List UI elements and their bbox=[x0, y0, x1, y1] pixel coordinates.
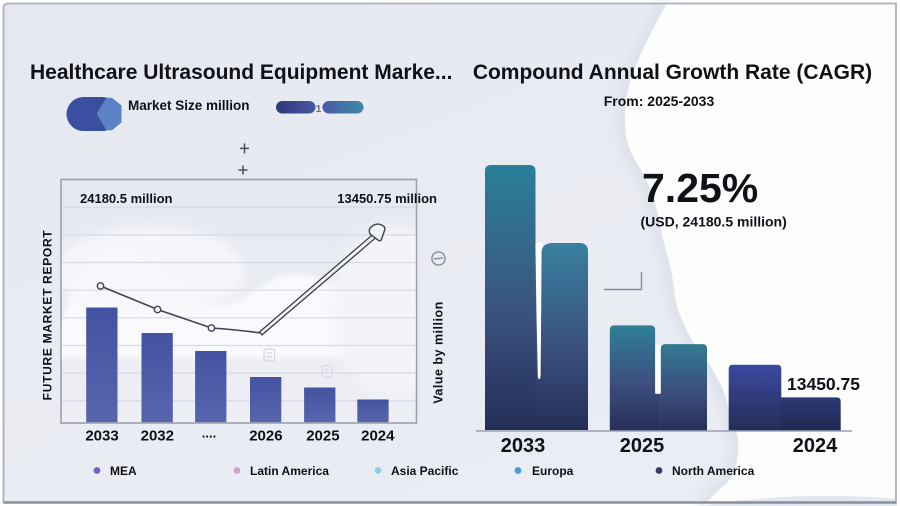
svg-text:....: .... bbox=[202, 426, 216, 441]
svg-text:FUTURE MARKET REPORT: FUTURE MARKET REPORT bbox=[41, 230, 55, 401]
svg-text:2024: 2024 bbox=[793, 435, 838, 457]
svg-text:13450.75 million: 13450.75 million bbox=[337, 191, 437, 206]
svg-text:Value by million: Value by million bbox=[432, 301, 446, 403]
svg-text:2032: 2032 bbox=[141, 428, 174, 445]
svg-text:MEA: MEA bbox=[110, 464, 137, 478]
svg-text:Asia Pacific: Asia Pacific bbox=[391, 464, 459, 478]
svg-text:Healthcare Ultrasound Equipmen: Healthcare Ultrasound Equipment Marke... bbox=[30, 61, 452, 84]
svg-text:24180.5 million: 24180.5 million bbox=[80, 191, 173, 206]
svg-text:(USD, 24180.5 million): (USD, 24180.5 million) bbox=[641, 214, 787, 230]
svg-text:13450.75: 13450.75 bbox=[787, 374, 860, 394]
svg-text:Europa: Europa bbox=[532, 464, 574, 478]
svg-text:North America: North America bbox=[672, 464, 755, 478]
svg-text:Compound Annual Growth Rate (C: Compound Annual Growth Rate (CAGR) bbox=[473, 61, 872, 84]
svg-text:2025: 2025 bbox=[306, 428, 339, 445]
svg-text:2026: 2026 bbox=[249, 428, 282, 445]
svg-text:7.25%: 7.25% bbox=[642, 165, 758, 211]
svg-text:From: 2025-2033: From: 2025-2033 bbox=[604, 93, 715, 109]
svg-text:2024: 2024 bbox=[361, 428, 395, 445]
svg-text:Market Size million: Market Size million bbox=[128, 98, 250, 113]
svg-text:Latin America: Latin America bbox=[250, 464, 329, 478]
svg-text:2033: 2033 bbox=[501, 435, 546, 457]
svg-text:2025: 2025 bbox=[620, 435, 665, 457]
svg-text:1: 1 bbox=[316, 103, 322, 115]
svg-text:2033: 2033 bbox=[85, 428, 118, 445]
